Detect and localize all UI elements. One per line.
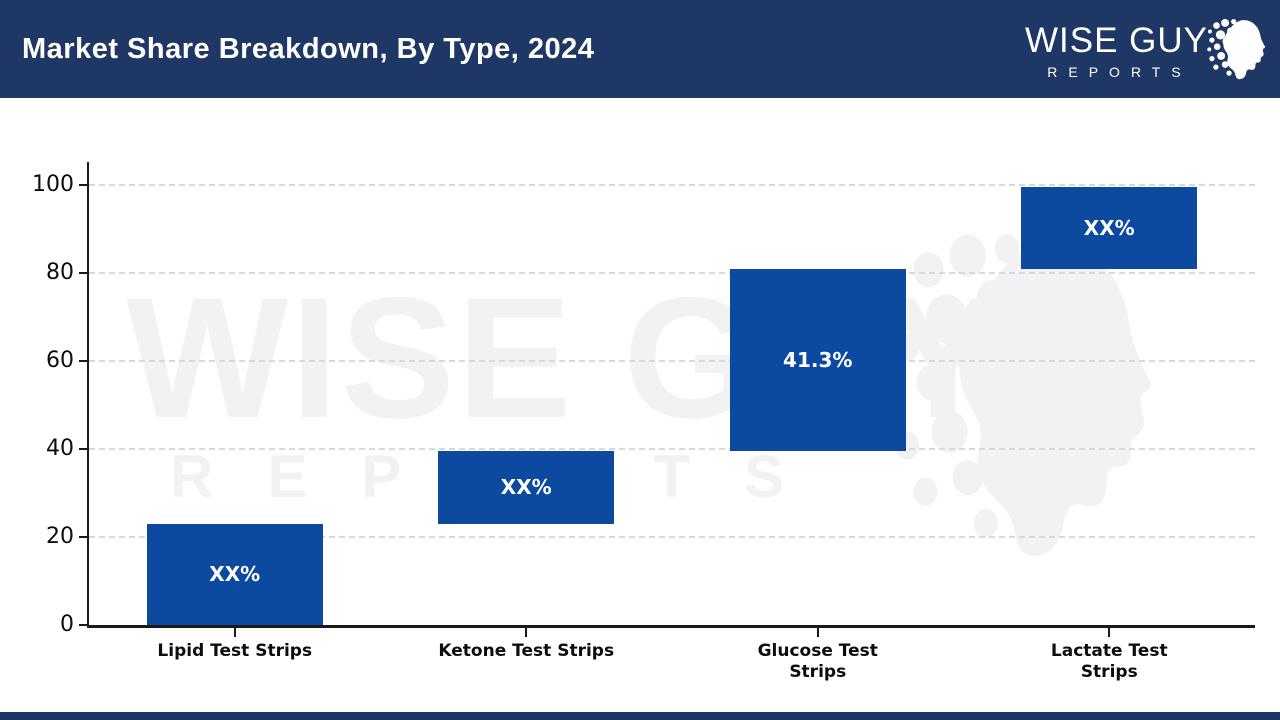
bar-lipid-test-strips: XX% (146, 523, 323, 625)
footer-bar (0, 712, 1280, 720)
bar-value-label-lactate-test-strips: XX% (1083, 216, 1135, 241)
y-tick-label-40: 40 (46, 436, 74, 461)
y-tick-label-100: 100 (32, 172, 74, 197)
x-tick-lactate-test-strips (1108, 628, 1111, 637)
bar-lactate-test-strips: XX% (1021, 186, 1198, 270)
gridline-60 (89, 360, 1255, 362)
dotted-head-icon (1207, 18, 1266, 80)
page-title: Market Share Breakdown, By Type, 2024 (22, 33, 595, 65)
y-tick-100 (79, 184, 88, 186)
bar-value-label-glucose-test-strips: 41.3% (783, 348, 853, 373)
x-tick-glucose-test-strips (816, 628, 819, 637)
y-tick-80 (79, 272, 88, 274)
gridline-40 (89, 448, 1255, 450)
x-tick-lipid-test-strips (233, 628, 236, 637)
y-tick-20 (79, 536, 88, 538)
bar-ketone-test-strips: XX% (438, 451, 615, 524)
y-tick-label-20: 20 (46, 524, 74, 549)
x-axis-label-lipid-test-strips: Lipid Test Strips (157, 641, 313, 661)
brand-tagline: REPORTS (1047, 63, 1192, 80)
x-axis-label-lactate-test-strips: Lactate Test Strips (1050, 641, 1168, 683)
brand-logo: WISE GUY REPORTS (1025, 10, 1268, 90)
y-tick-40 (79, 448, 88, 450)
header-bar: Market Share Breakdown, By Type, 2024 WI… (0, 0, 1280, 98)
gridline-100 (89, 184, 1255, 186)
y-tick-60 (79, 360, 88, 362)
brand-name: WISE GUY (1024, 20, 1208, 60)
x-tick-ketone-test-strips (525, 628, 528, 637)
y-tick-label-0: 0 (60, 612, 74, 637)
y-tick-label-80: 80 (46, 260, 74, 285)
x-axis-label-glucose-test-strips: Glucose Test Strips (757, 641, 878, 683)
y-tick-0 (79, 624, 88, 626)
bar-glucose-test-strips: 41.3% (729, 269, 906, 452)
x-axis-label-ketone-test-strips: Ketone Test Strips (438, 641, 615, 661)
bar-value-label-lipid-test-strips: XX% (209, 562, 261, 587)
brand-logo-text: WISE GUY REPORTS (1025, 21, 1208, 80)
bar-value-label-ketone-test-strips: XX% (500, 475, 552, 500)
x-axis-line (87, 625, 1255, 628)
y-axis-line (87, 162, 89, 627)
y-tick-label-60: 60 (46, 348, 74, 373)
gridline-20 (89, 536, 1255, 538)
gridline-80 (89, 272, 1255, 274)
watermark-dotted-head (886, 234, 1151, 556)
